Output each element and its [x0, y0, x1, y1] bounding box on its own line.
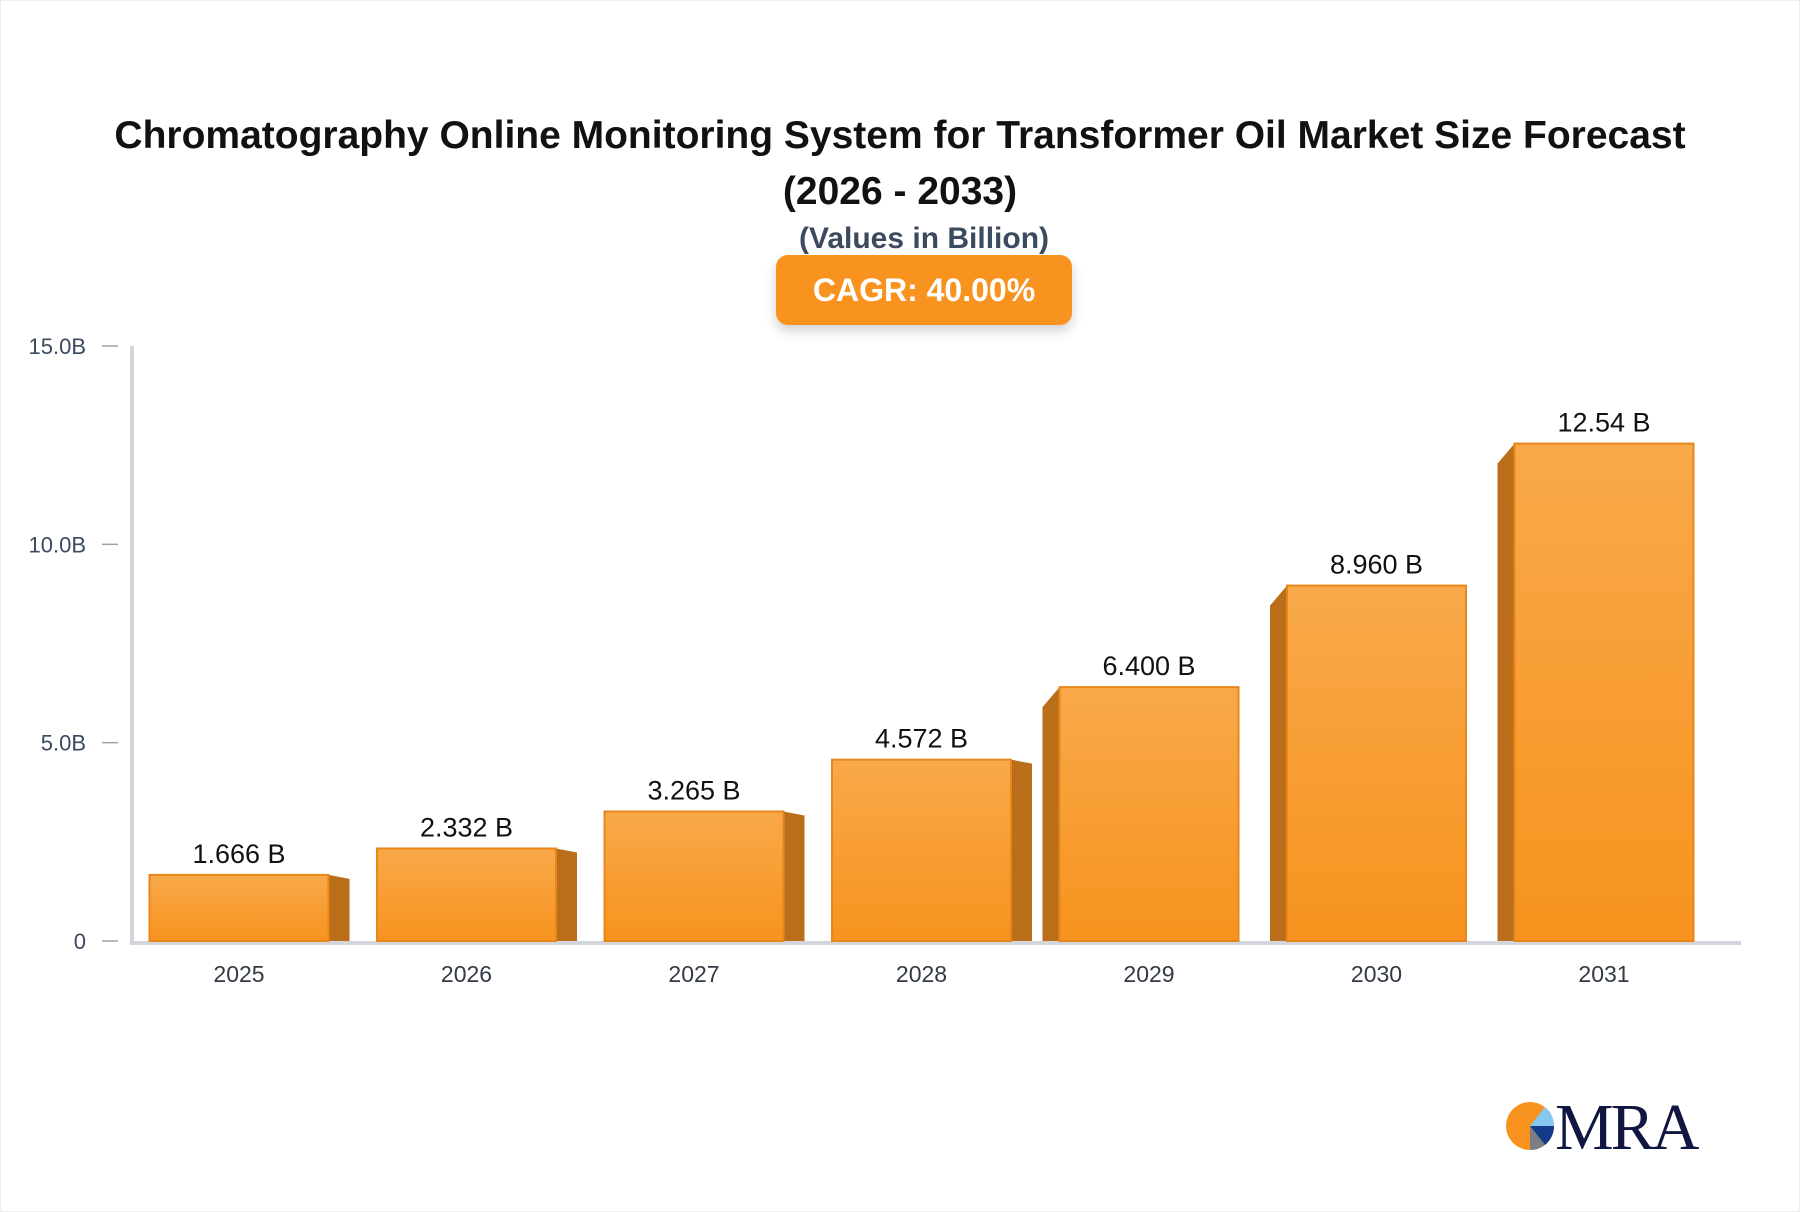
mra-logo: MRA	[1505, 1091, 1699, 1164]
x-tick-label: 2029	[1123, 961, 1174, 987]
chart-title: Chromatography Online Monitoring System …	[114, 114, 1686, 213]
y-tick-label: 0	[74, 929, 86, 954]
bar-2025	[148, 873, 330, 943]
bar-side	[1497, 443, 1515, 941]
bar-2028	[831, 758, 1012, 942]
bar-2031	[1513, 442, 1695, 942]
bar-side	[783, 811, 805, 941]
bar-side	[1011, 759, 1032, 941]
y-tick-label: 15.0B	[29, 334, 87, 359]
data-label: 8.960 B	[1330, 550, 1423, 580]
bar-side	[556, 848, 577, 941]
bar-2027	[603, 810, 785, 943]
chart-subtitle: (Values in Billion)	[798, 222, 1050, 255]
pie-logo-icon	[1506, 1102, 1555, 1151]
x-tick-label: 2027	[668, 961, 719, 987]
bar-2026	[376, 847, 557, 942]
cagr-badge: CAGR: 40.00%	[776, 255, 1072, 325]
bar-side	[1042, 687, 1060, 941]
x-tick-label: 2025	[213, 961, 264, 987]
data-label: 1.666 B	[192, 839, 285, 869]
y-tick-label: 10.0B	[29, 532, 87, 557]
bar-side	[1270, 585, 1287, 941]
data-label: 3.265 B	[647, 775, 740, 805]
logo-text: MRA	[1555, 1091, 1699, 1164]
data-label: 6.400 B	[1102, 651, 1195, 681]
bar-2029	[1058, 686, 1240, 943]
bar-side	[328, 874, 350, 941]
x-tick-label: 2028	[896, 961, 947, 987]
data-label: 12.54 B	[1557, 408, 1650, 438]
bar-2030	[1286, 584, 1467, 942]
y-tick-label: 5.0B	[41, 731, 86, 756]
data-label: 2.332 B	[420, 812, 513, 842]
data-label: 4.572 B	[875, 724, 968, 754]
x-tick-label: 2026	[441, 961, 492, 987]
x-tick-label: 2030	[1351, 961, 1402, 987]
x-tick-label: 2031	[1578, 961, 1629, 987]
